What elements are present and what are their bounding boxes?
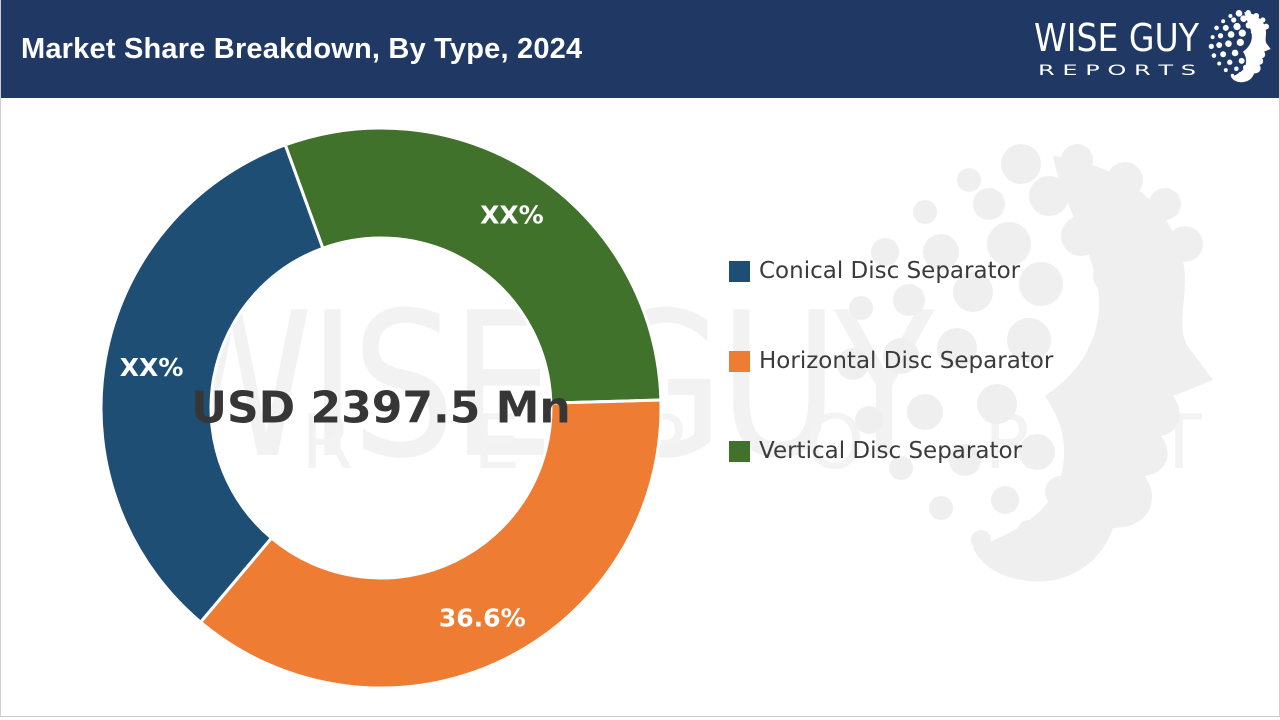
- page-title: Market Share Breakdown, By Type, 2024: [21, 32, 583, 65]
- legend-swatch-conical: [729, 260, 750, 282]
- donut-center-value: USD 2397.5 Mn: [191, 382, 571, 434]
- logo-face-icon: [1208, 10, 1271, 83]
- chart-legend: Conical Disc Separator Horizontal Disc S…: [729, 256, 1053, 466]
- legend-item-vertical: Vertical Disc Separator: [729, 436, 1053, 466]
- header-bar: Market Share Breakdown, By Type, 2024 WI…: [1, 0, 1279, 98]
- legend-swatch-horizontal: [729, 350, 750, 372]
- legend-item-horizontal: Horizontal Disc Separator: [729, 346, 1053, 376]
- logo-reports-text: R E P O R T S: [1038, 63, 1196, 79]
- legend-swatch-vertical: [729, 440, 750, 462]
- legend-label: Conical Disc Separator: [759, 258, 1021, 284]
- legend-label: Vertical Disc Separator: [759, 438, 1022, 464]
- segment-value-label: 36.6%: [439, 603, 526, 632]
- segment-value-label: XX%: [480, 201, 544, 230]
- legend-label: Horizontal Disc Separator: [759, 348, 1054, 374]
- wise-guy-logo: WISE GUY R E P O R T S: [1034, 10, 1271, 83]
- legend-item-conical: Conical Disc Separator: [729, 256, 1053, 286]
- logo-wordmark-text: WISE GUY: [1034, 16, 1200, 60]
